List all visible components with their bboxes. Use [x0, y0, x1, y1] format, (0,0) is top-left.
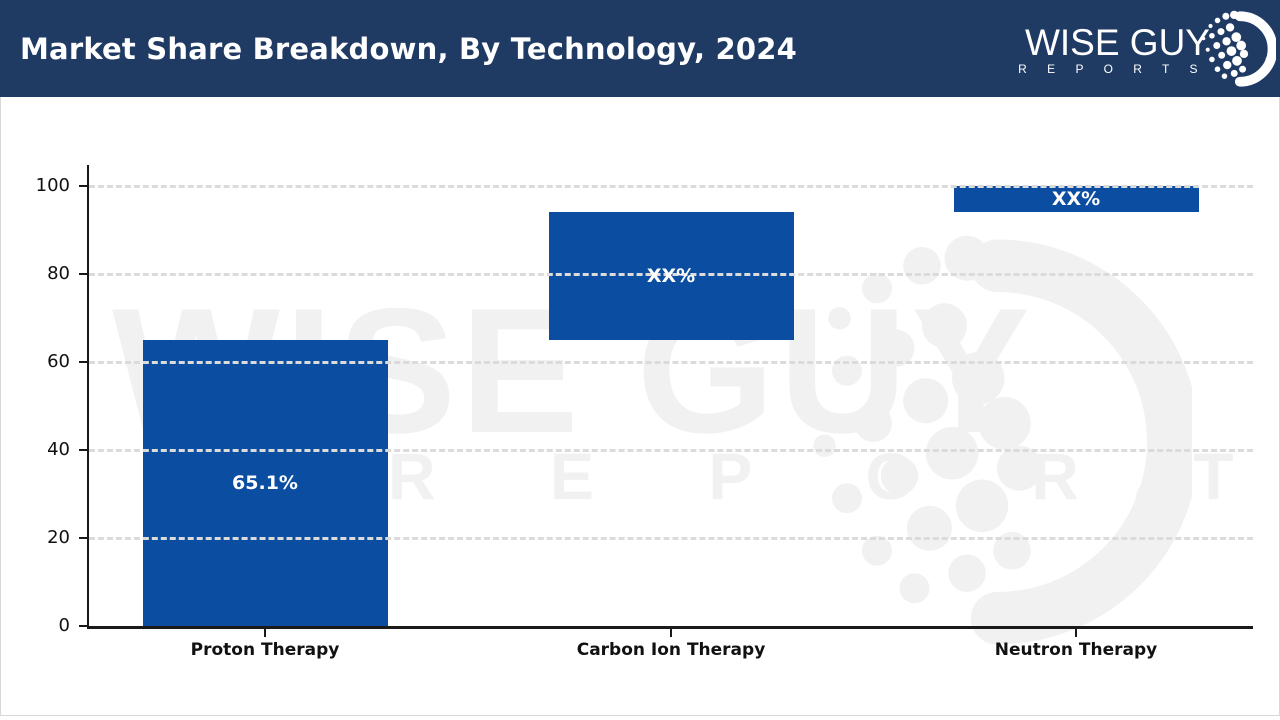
y-tick-label: 40: [47, 439, 70, 460]
bar-value-label: 65.1%: [232, 471, 298, 494]
grid-line: [89, 537, 1253, 540]
y-tick: [79, 537, 87, 539]
brand-subtitle: R E P O R T S: [1018, 62, 1206, 76]
bar-segment: [953, 186, 1199, 213]
y-tick: [79, 361, 87, 363]
y-tick: [79, 273, 87, 275]
x-tick: [670, 629, 672, 637]
grid-line: [89, 273, 1253, 276]
x-axis-label: Neutron Therapy: [994, 640, 1158, 660]
y-tick-label: 20: [47, 527, 70, 548]
watermark-face-icon: [792, 235, 1192, 645]
y-tick-label: 80: [47, 263, 70, 284]
bar-value-label: XX%: [646, 264, 696, 287]
grid-line: [89, 185, 1253, 188]
y-tick: [79, 625, 87, 627]
brand-logo: WISE GUY R E P O R T S: [1018, 0, 1276, 97]
bar-value-label: XX%: [1051, 188, 1101, 211]
header-band: Market Share Breakdown, By Technology, 2…: [0, 0, 1280, 97]
y-tick-label: 60: [47, 351, 70, 372]
grid-line: [89, 449, 1253, 452]
x-axis-label: Proton Therapy: [190, 640, 340, 660]
brand-wordmark: WISE GUY: [1024, 22, 1210, 63]
page-title: Market Share Breakdown, By Technology, 2…: [20, 31, 798, 66]
x-axis-label: Carbon Ion Therapy: [576, 640, 766, 660]
y-tick: [79, 185, 87, 187]
bar-segment: [142, 339, 388, 626]
x-tick: [1075, 629, 1077, 637]
x-tick: [264, 629, 266, 637]
y-tick-label: 0: [58, 615, 70, 636]
x-axis-spine: [87, 626, 1253, 629]
brand-face-icon: [1201, 10, 1276, 87]
y-tick: [79, 449, 87, 451]
y-tick-label: 100: [35, 175, 70, 196]
grid-line: [89, 361, 1253, 364]
y-axis-spine: [87, 165, 89, 627]
